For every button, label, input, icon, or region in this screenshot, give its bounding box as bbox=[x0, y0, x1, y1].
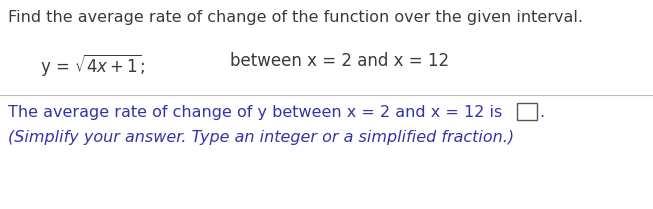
Text: y = $\sqrt{4x+1}$;: y = $\sqrt{4x+1}$; bbox=[40, 52, 146, 78]
Text: (Simplify your answer. Type an integer or a simplified fraction.): (Simplify your answer. Type an integer o… bbox=[8, 130, 514, 145]
Bar bbox=[517, 103, 537, 120]
Text: The average rate of change of y between x = 2 and x = 12 is: The average rate of change of y between … bbox=[8, 105, 502, 120]
Text: Find the average rate of change of the function over the given interval.: Find the average rate of change of the f… bbox=[8, 10, 583, 25]
Text: between x = 2 and x = 12: between x = 2 and x = 12 bbox=[230, 52, 449, 70]
Text: .: . bbox=[539, 105, 544, 120]
